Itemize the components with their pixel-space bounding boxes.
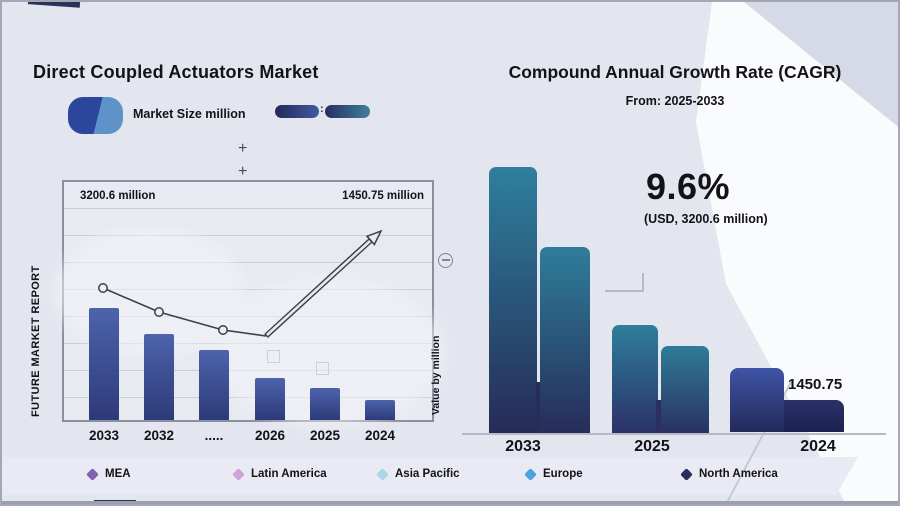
north-america-diamond-icon	[680, 467, 693, 481]
trend-line-and-arrow	[98, 229, 383, 339]
cagr-bar-2024-secondary	[784, 400, 844, 432]
market-size-pill-icon	[68, 97, 123, 134]
x-tick-2033: 2033	[505, 438, 541, 455]
cagr-bar-2024-primary	[730, 368, 784, 432]
cagr-bar-2025-bridge	[656, 400, 663, 434]
legend-colon: :	[320, 103, 324, 115]
legend-label: North America	[699, 468, 778, 480]
legend-item-mea: MEA	[86, 467, 131, 481]
legend-pill-teal-icon	[325, 105, 370, 118]
x-tick-2032: 2032	[143, 428, 175, 443]
cagr-bar-2025-secondary	[661, 346, 709, 434]
cagr-bar-2033-secondary	[540, 247, 590, 434]
europe-diamond-icon	[524, 467, 537, 481]
x-tick-2024: 2024	[800, 438, 836, 455]
x-tick-2025: 2025	[634, 438, 670, 455]
zoom-plus-icon[interactable]: +	[238, 140, 248, 157]
legend-label: MEA	[105, 468, 131, 480]
cagr-bar-2033-primary	[489, 167, 537, 434]
cagr-usd-note: (USD, 3200.6 million)	[644, 212, 768, 226]
latin-america-diamond-icon	[232, 467, 245, 481]
x-tick-dots: .....	[204, 428, 224, 443]
x-tick-2033: 2033	[88, 428, 120, 443]
bar-2026	[255, 378, 285, 420]
legend-item-north-america: North America	[680, 467, 778, 481]
top-edge-accent	[27, 2, 81, 8]
bar-2024	[365, 400, 395, 420]
cagr-bar-2024-value: 1450.75	[788, 376, 843, 393]
bar-2033	[89, 308, 119, 420]
watermark-icon	[267, 350, 280, 363]
legend-label: Latin America	[251, 468, 327, 480]
left-chart-side-label: FUTURE MARKET REPORT	[30, 265, 42, 417]
legend-item-asia-pacific: Asia Pacific	[376, 467, 460, 481]
legend-item-europe: Europe	[524, 467, 583, 481]
cagr-percentage: 9.6%	[646, 166, 731, 207]
bar-2032	[144, 334, 174, 420]
right-panel-subtitle: From: 2025-2033	[625, 94, 725, 108]
annotation-2033-value: 3200.6 million	[80, 190, 156, 202]
zoom-plus-icon-2[interactable]: +	[238, 163, 248, 180]
mea-diamond-icon	[86, 467, 99, 481]
market-size-label: Market Size million	[133, 107, 246, 121]
annotation-2024-value: 1450.75 million	[342, 190, 424, 202]
x-tick-2025: 2025	[309, 428, 341, 443]
bar-2025	[310, 388, 340, 420]
bottom-border	[2, 501, 898, 504]
legend-label: Europe	[543, 468, 583, 480]
cagr-bar-2025-primary	[612, 325, 658, 434]
legend-pill-blue-icon	[275, 105, 319, 118]
market-size-bar-chart: 3200.6 million 1450.75 million	[54, 180, 444, 427]
legend-label: Asia Pacific	[395, 468, 460, 480]
right-chart-axis-line	[462, 433, 886, 435]
x-tick-2026: 2026	[254, 428, 286, 443]
left-panel-title: Direct Coupled Actuators Market	[33, 62, 319, 82]
legend-item-latin-america: Latin America	[232, 467, 327, 481]
value-axis-label: Value by million	[430, 335, 442, 415]
right-panel-title: Compound Annual Growth Rate (CAGR)	[508, 62, 842, 82]
x-tick-2024: 2024	[364, 428, 396, 443]
zoom-minus-icon[interactable]	[438, 253, 453, 268]
bar-dots	[199, 350, 229, 420]
bottom-legend-band	[2, 457, 858, 495]
watermark-icon	[316, 362, 329, 375]
asia-pacific-diamond-icon	[376, 467, 389, 481]
